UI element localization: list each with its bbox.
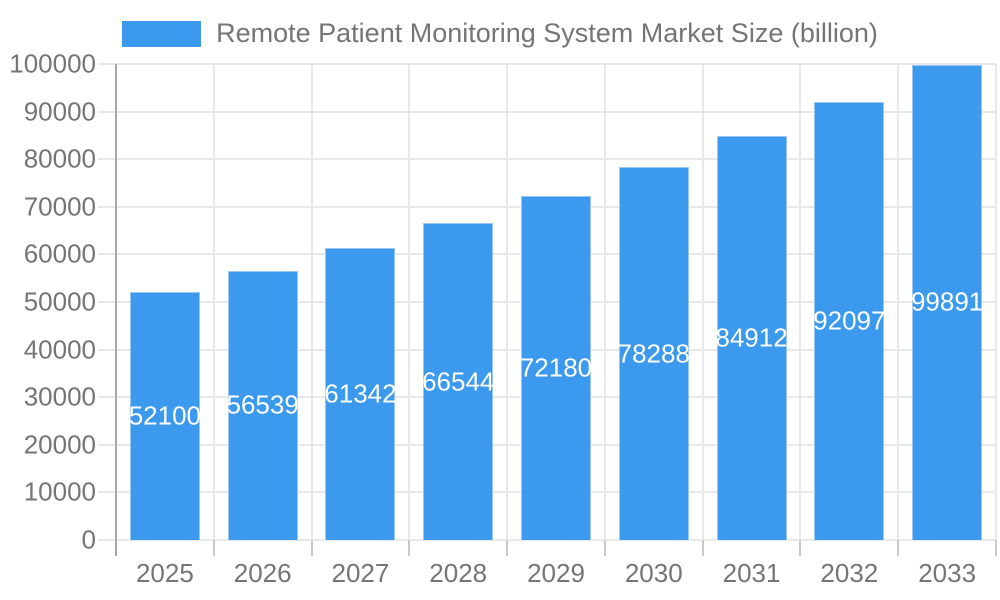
x-axis-tick-label: 2031	[722, 558, 781, 588]
x-axis-tick	[506, 540, 509, 556]
horizontal-gridline	[98, 63, 996, 65]
x-axis-tick	[897, 540, 900, 556]
vertical-gridline	[701, 64, 704, 540]
horizontal-gridline	[98, 110, 996, 113]
x-axis-tick	[310, 540, 313, 556]
legend-swatch	[122, 20, 202, 47]
y-axis-tick-label: 80000	[23, 143, 96, 174]
vertical-gridline	[799, 64, 802, 540]
x-axis-tick	[799, 540, 802, 556]
bar-value-label: 72180	[519, 352, 593, 383]
vertical-gridline	[603, 64, 606, 540]
x-axis-tick	[212, 540, 215, 556]
vertical-gridline	[212, 64, 215, 540]
vertical-gridline	[506, 64, 509, 540]
vertical-gridline	[310, 64, 313, 540]
bar	[521, 196, 591, 540]
x-axis-tick-label: 2030	[624, 558, 683, 588]
y-axis-tick-label: 60000	[23, 238, 96, 269]
y-axis-tick-label: 40000	[23, 334, 96, 365]
bar	[912, 64, 983, 540]
y-axis-tick-label: 50000	[23, 286, 96, 317]
plot-area: 52100 2025 56539 2026 61342 2027 66544 2028 7218…	[98, 63, 997, 588]
bar-value-label: 61342	[324, 378, 397, 409]
x-axis-tick	[408, 540, 411, 556]
x-axis-tick-label: 2026	[233, 558, 292, 588]
y-axis-tick-label: 10000	[23, 476, 96, 507]
vertical-gridline	[995, 64, 997, 540]
bar	[423, 223, 494, 540]
bar	[227, 270, 298, 540]
bar	[325, 248, 396, 540]
x-axis-tick-label: 2032	[820, 558, 879, 588]
y-axis-tick-label: 100000	[9, 48, 96, 79]
x-axis-tick-label: 2028	[429, 558, 488, 588]
bar	[618, 167, 689, 540]
vertical-gridline	[897, 64, 900, 540]
x-axis-tick-label: 2027	[331, 558, 390, 588]
chart-legend: Remote Patient Monitoring System Market …	[0, 18, 1000, 49]
bar	[814, 101, 885, 540]
x-axis-tick-label: 2033	[918, 558, 977, 588]
y-axis-tick-label: 90000	[23, 96, 96, 127]
bar-value-label: 92097	[813, 305, 886, 336]
x-axis-tick	[603, 540, 606, 556]
vertical-gridline	[408, 64, 411, 540]
y-axis-tick-label: 70000	[23, 191, 96, 222]
y-axis-labels: 0 10000 20000 30000 40000 50000 60000 70000 8000…	[0, 49, 96, 555]
y-axis-tick-label: 20000	[23, 429, 96, 460]
y-axis-line	[115, 64, 117, 556]
x-axis-tick	[995, 540, 997, 556]
bar-value-label: 78288	[617, 338, 690, 369]
x-axis-tick-label: 2029	[527, 558, 585, 588]
legend-label: Remote Patient Monitoring System Market …	[216, 18, 878, 48]
y-axis-tick-label: 30000	[23, 381, 96, 412]
bar-value-label: 56539	[226, 389, 299, 420]
x-axis-tick	[701, 540, 704, 556]
bar	[716, 135, 787, 540]
horizontal-gridline	[98, 158, 996, 161]
bar-value-label: 99891	[910, 286, 984, 317]
bar-value-label: 84912	[715, 322, 788, 353]
bar	[129, 292, 200, 540]
bar-value-label: 66544	[422, 366, 495, 397]
x-axis-tick-label: 2025	[135, 558, 194, 588]
y-axis-tick-label: 0	[81, 524, 96, 555]
bar-value-label: 52100	[128, 400, 202, 431]
horizontal-gridline	[98, 539, 996, 541]
